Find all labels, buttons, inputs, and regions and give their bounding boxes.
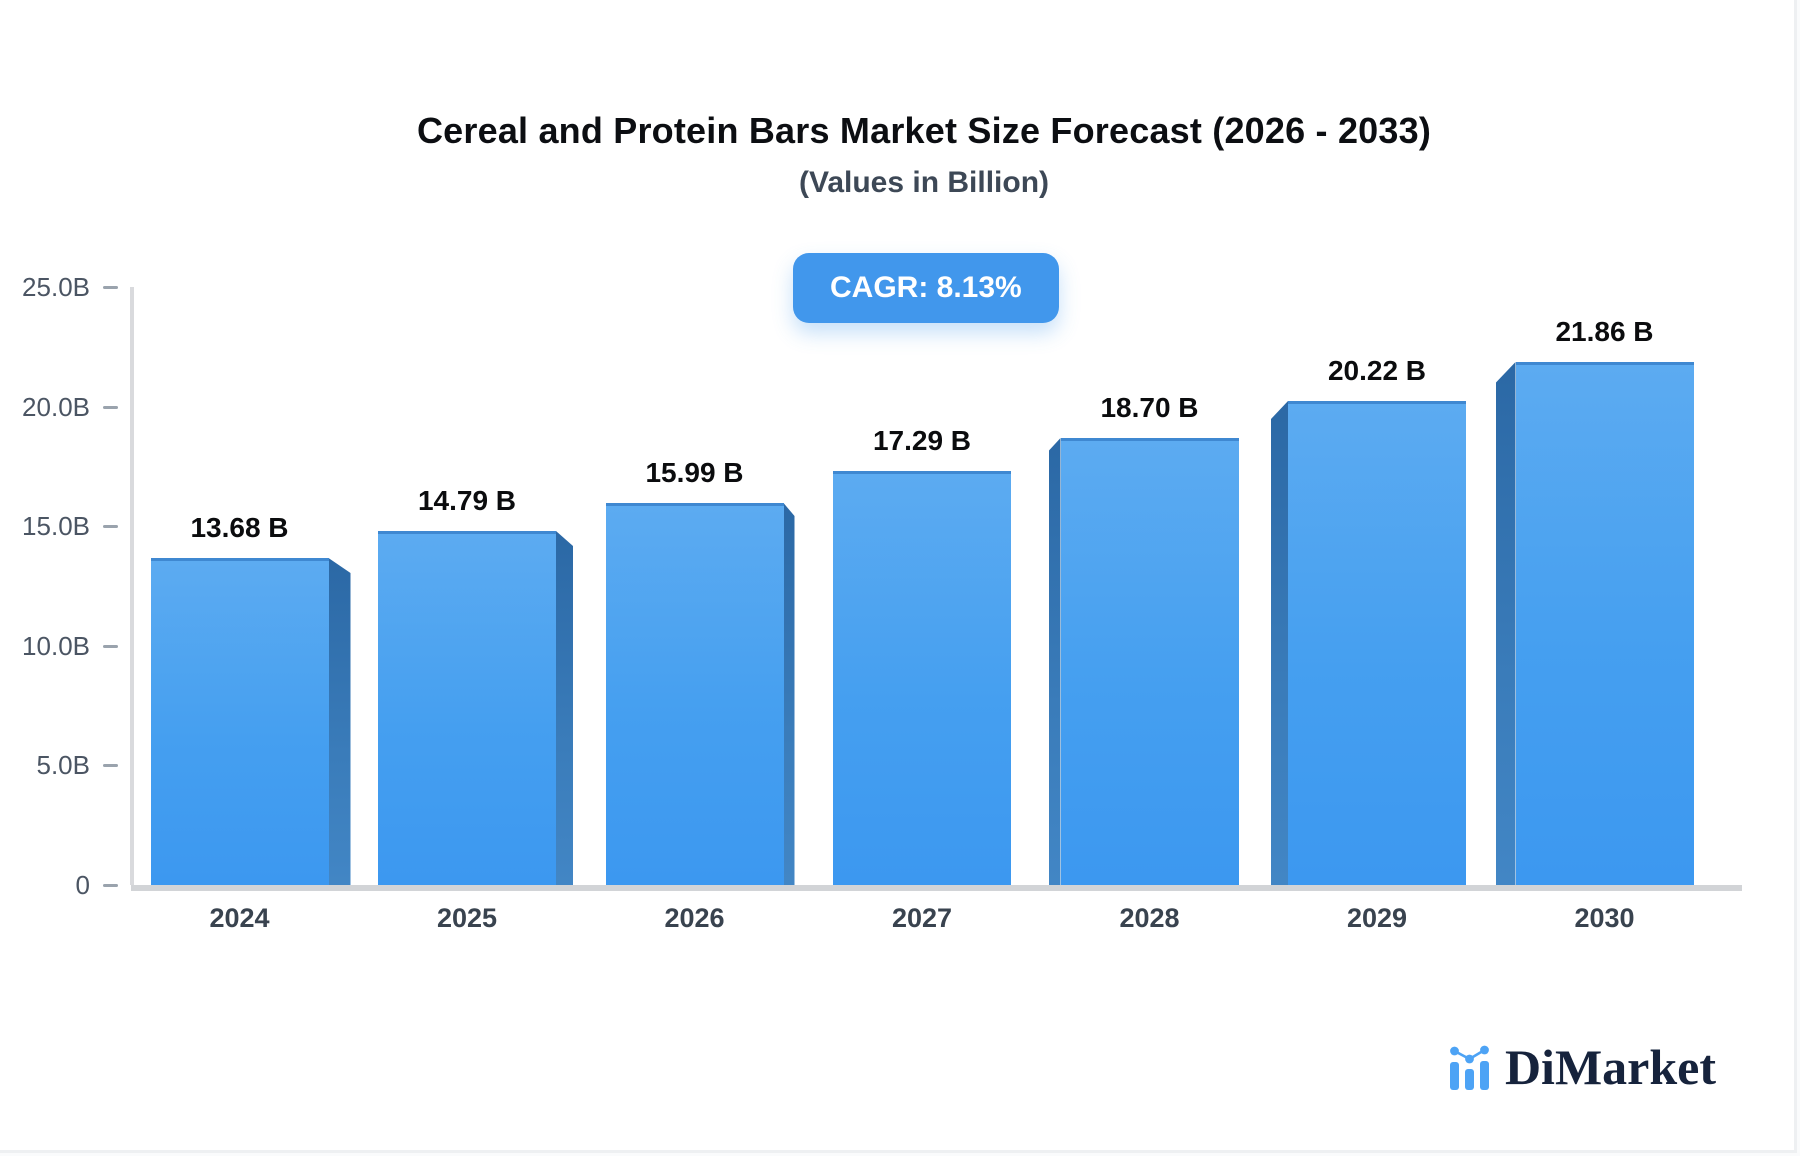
cagr-badge: CAGR: 8.13% [793,253,1059,323]
x-axis-label-2027: 2027 [891,903,953,933]
y-axis-tick-mark [103,644,118,648]
bar-face-2030 [1515,362,1694,885]
x-axis-label-2025: 2025 [436,903,498,933]
y-axis-tick-mark [103,286,118,289]
bar-3d-side-2028 [1048,438,1061,885]
bar-3d-side-2030 [1495,362,1516,885]
bar-chart-trendline-icon [1449,1045,1489,1090]
bar-face-2024 [150,558,329,885]
y-axis-tick-label: 5.0B [36,750,91,781]
bar-3d-side-2024 [328,558,351,885]
y-axis-tick-label: 10.0B [22,630,90,661]
y-axis-tick-mark [103,405,118,409]
x-axis-label-2030: 2030 [1574,903,1635,933]
x-axis-baseline [131,885,1742,891]
bar-face-2028 [1060,438,1239,885]
logo-text: DiMarket [1504,1039,1716,1095]
y-axis-tick-label: 0 [75,870,90,900]
bar-face-2029 [1288,401,1466,885]
bar-value-label-2025: 14.79 B [417,485,517,516]
x-axis-label-2028: 2028 [1119,903,1180,933]
bar-value-label-2030: 21.86 B [1555,316,1654,347]
bar-face-2027 [833,471,1011,885]
y-axis-tick-label: 20.0B [22,391,90,422]
x-axis-label-2024: 2024 [209,903,270,933]
bar-3d-side-2026 [783,503,795,885]
y-axis-tick-label: 25.0B [22,272,90,302]
y-axis-tick-mark [103,884,118,887]
x-axis-label-2029: 2029 [1346,903,1408,933]
y-axis-tick-label: 15.0B [22,511,90,542]
y-axis-line [130,287,134,885]
bar-value-label-2024: 13.68 B [190,512,289,543]
bar-3d-side-2025 [556,531,573,885]
bar-3d-side-2029 [1271,401,1288,885]
chart-subtitle: (Values in Billion) [798,166,1050,199]
y-axis-tick-mark [103,525,118,529]
dimarket-logo: DiMarket [1449,1038,1716,1096]
bar-face-2025 [378,531,556,885]
chart-title: Cereal and Protein Bars Market Size Fore… [416,110,1432,151]
x-axis-label-2026: 2026 [664,903,725,933]
bar-value-label-2027: 17.29 B [872,425,972,456]
bar-face-2026 [605,503,784,885]
y-axis-tick-mark [103,764,118,768]
bar-value-label-2029: 20.22 B [1327,355,1427,386]
bar-value-label-2028: 18.70 B [1100,392,1199,423]
bar-value-label-2026: 15.99 B [645,457,744,488]
